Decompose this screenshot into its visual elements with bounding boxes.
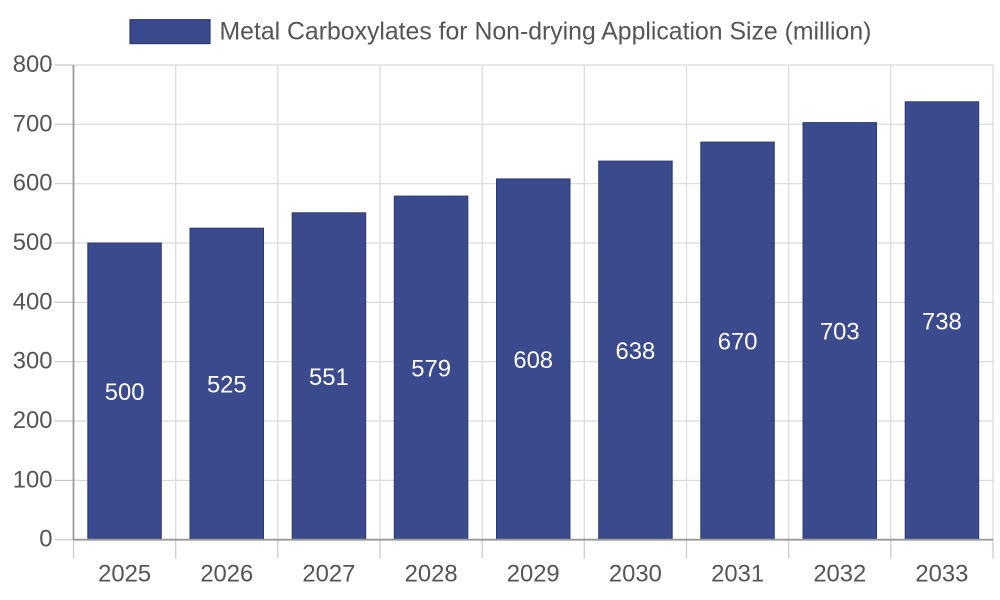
svg-text:2025: 2025 [98,561,151,588]
svg-text:100: 100 [13,466,53,493]
svg-text:800: 800 [13,51,53,78]
svg-text:2029: 2029 [507,561,560,588]
svg-text:200: 200 [13,407,53,434]
svg-text:0: 0 [39,526,52,553]
svg-text:Metal Carboxylates for Non-dry: Metal Carboxylates for Non-drying Applic… [220,18,872,45]
svg-text:551: 551 [309,364,349,391]
svg-text:300: 300 [13,348,53,375]
svg-text:738: 738 [922,308,962,335]
svg-text:500: 500 [105,379,145,406]
svg-text:579: 579 [411,356,451,383]
svg-text:703: 703 [820,319,860,346]
svg-text:2033: 2033 [915,561,968,588]
svg-text:2031: 2031 [711,561,764,588]
svg-text:2026: 2026 [200,561,253,588]
svg-text:400: 400 [13,288,53,315]
svg-text:600: 600 [13,170,53,197]
svg-text:670: 670 [718,329,758,356]
svg-text:608: 608 [513,347,553,374]
svg-text:2032: 2032 [813,561,866,588]
svg-text:2030: 2030 [609,561,662,588]
svg-text:500: 500 [13,229,53,256]
svg-text:638: 638 [616,338,656,365]
svg-text:525: 525 [207,372,247,399]
svg-text:2027: 2027 [302,561,355,588]
svg-text:700: 700 [13,110,53,137]
svg-text:2028: 2028 [405,561,458,588]
